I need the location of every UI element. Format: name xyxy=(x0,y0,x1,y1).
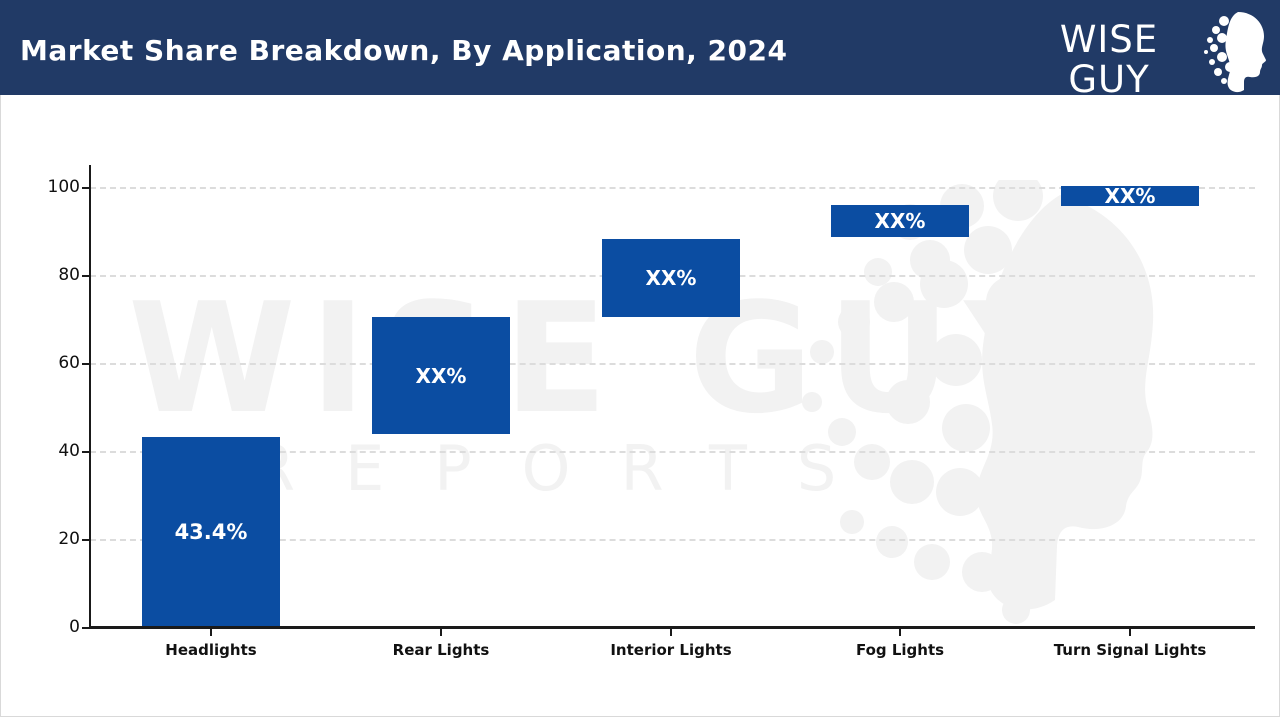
page-title: Market Share Breakdown, By Application, … xyxy=(20,34,788,67)
y-tick-label: 20 xyxy=(58,529,80,549)
y-tick-label: 100 xyxy=(47,177,80,197)
y-tick-mark xyxy=(82,451,89,453)
bar-headlights: 43.4% xyxy=(142,437,280,628)
bar-value-label: 43.4% xyxy=(174,520,248,544)
bar-turn-signal-lights: XX% xyxy=(1061,183,1199,208)
x-tick-mark xyxy=(210,629,212,636)
bar-rear-lights: XX% xyxy=(372,316,510,435)
x-tick-mark xyxy=(670,629,672,636)
y-tick-mark xyxy=(82,627,89,629)
logo-wiseguy-text: WISE GUY xyxy=(1059,18,1159,101)
y-tick-label: 60 xyxy=(58,353,80,373)
gridline-60 xyxy=(90,363,1255,365)
bar-fog-lights: XX% xyxy=(831,205,969,237)
bar-value-label: XX% xyxy=(874,208,926,233)
x-tick-label-fog-lights: Fog Lights xyxy=(855,641,945,659)
bar-value-label: XX% xyxy=(415,363,467,388)
x-tick-mark xyxy=(440,629,442,636)
bar-value-label: XX% xyxy=(1104,183,1156,208)
watermark-head-graphic xyxy=(802,180,1154,624)
logo-head-icon xyxy=(1204,12,1266,93)
x-tick-label-headlights: Headlights xyxy=(165,641,257,659)
logo-reports-text: REPORTS xyxy=(1042,102,1184,118)
logo-text: WISE GUY REPORTS xyxy=(1018,18,1200,119)
y-tick-label: 80 xyxy=(58,265,80,285)
bottom-border-line xyxy=(0,716,1280,717)
x-tick-mark xyxy=(1129,629,1131,636)
y-tick-mark xyxy=(82,539,89,541)
wise-guy-reports-logo: WISE GUY REPORTS xyxy=(1018,6,1268,118)
gridline-20 xyxy=(90,539,1255,541)
y-tick-mark xyxy=(82,363,89,365)
left-border-line xyxy=(0,95,1,717)
x-tick-label-interior-lights: Interior Lights xyxy=(610,641,732,659)
header-bar: Market Share Breakdown, By Application, … xyxy=(0,0,1280,118)
watermark-reports-text: REPORTS xyxy=(252,432,887,505)
y-tick-label: 40 xyxy=(58,441,80,461)
x-tick-mark xyxy=(899,629,901,636)
gridline-40 xyxy=(90,451,1255,453)
y-axis-line xyxy=(89,165,91,629)
y-tick-mark xyxy=(82,187,89,189)
x-tick-label-rear-lights: Rear Lights xyxy=(392,641,490,659)
bar-interior-lights: XX% xyxy=(602,239,740,317)
y-tick-label: 0 xyxy=(69,617,80,637)
x-axis-line xyxy=(89,626,1255,629)
gridline-100 xyxy=(90,187,1255,189)
bar-value-label: XX% xyxy=(645,265,697,290)
y-tick-mark xyxy=(82,275,89,277)
x-tick-label-turn-signal-lights: Turn Signal Lights xyxy=(1053,641,1207,659)
